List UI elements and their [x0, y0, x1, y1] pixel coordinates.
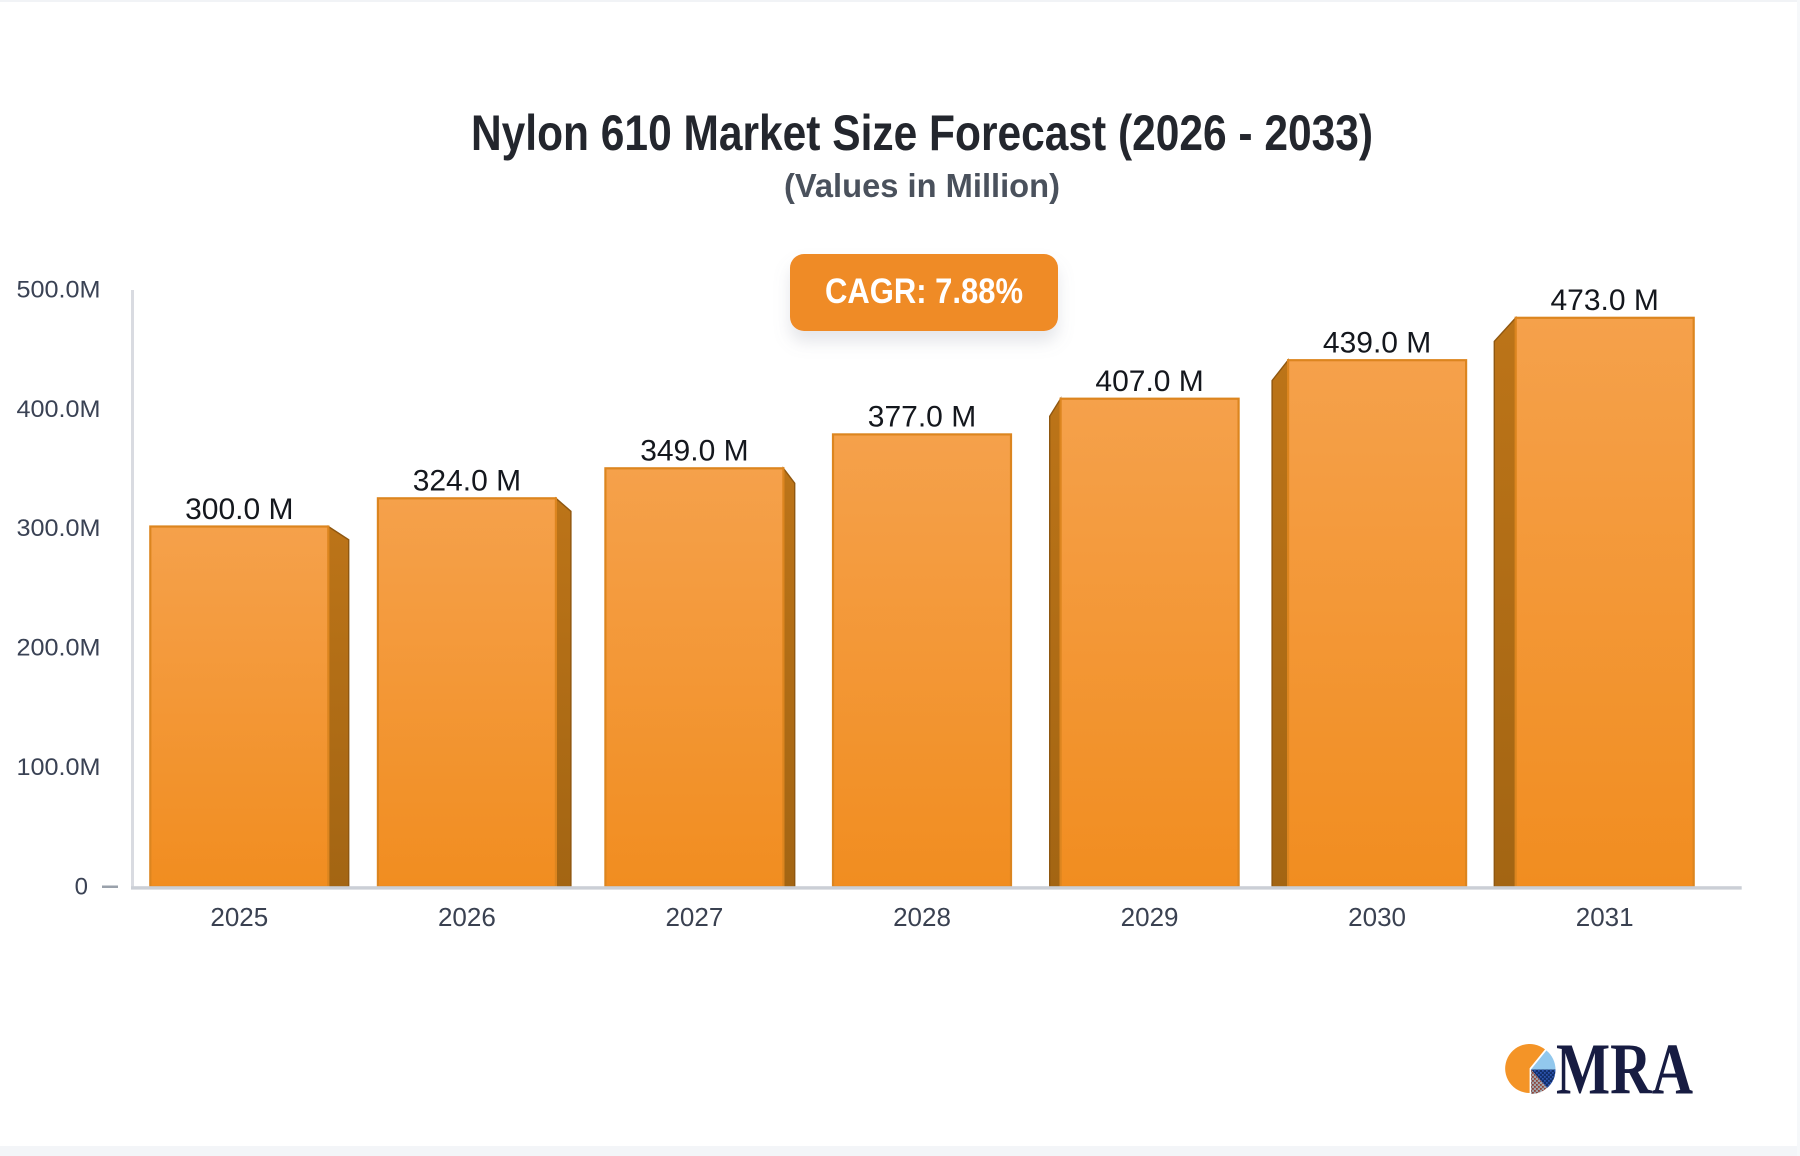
svg-text:2029: 2029: [1121, 902, 1179, 932]
svg-text:(Values in Million): (Values in Million): [784, 167, 1060, 204]
svg-text:100.0M: 100.0M: [17, 754, 101, 781]
svg-text:300.0 M: 300.0 M: [185, 493, 293, 526]
svg-text:300.0M: 300.0M: [17, 515, 101, 542]
svg-text:0: 0: [75, 873, 88, 900]
svg-text:324.0 M: 324.0 M: [413, 465, 521, 498]
svg-text:377.0 M: 377.0 M: [868, 401, 976, 434]
svg-text:439.0 M: 439.0 M: [1323, 327, 1431, 360]
svg-text:2026: 2026: [438, 902, 496, 932]
svg-text:CAGR: 7.88%: CAGR: 7.88%: [825, 272, 1023, 311]
svg-text:200.0M: 200.0M: [17, 635, 101, 662]
svg-text:2028: 2028: [893, 902, 951, 932]
svg-text:MRA: MRA: [1556, 1029, 1693, 1110]
svg-text:500.0M: 500.0M: [17, 277, 101, 304]
svg-text:349.0 M: 349.0 M: [640, 435, 748, 468]
svg-text:Nylon 610 Market Size Forecast: Nylon 610 Market Size Forecast (2026 - 2…: [471, 105, 1373, 161]
svg-text:473.0 M: 473.0 M: [1550, 284, 1658, 317]
svg-text:407.0 M: 407.0 M: [1095, 365, 1203, 398]
svg-text:400.0M: 400.0M: [17, 396, 101, 423]
svg-text:2031: 2031: [1576, 902, 1634, 932]
svg-text:2030: 2030: [1348, 902, 1406, 932]
svg-text:2025: 2025: [210, 902, 268, 932]
svg-text:2027: 2027: [665, 902, 723, 932]
